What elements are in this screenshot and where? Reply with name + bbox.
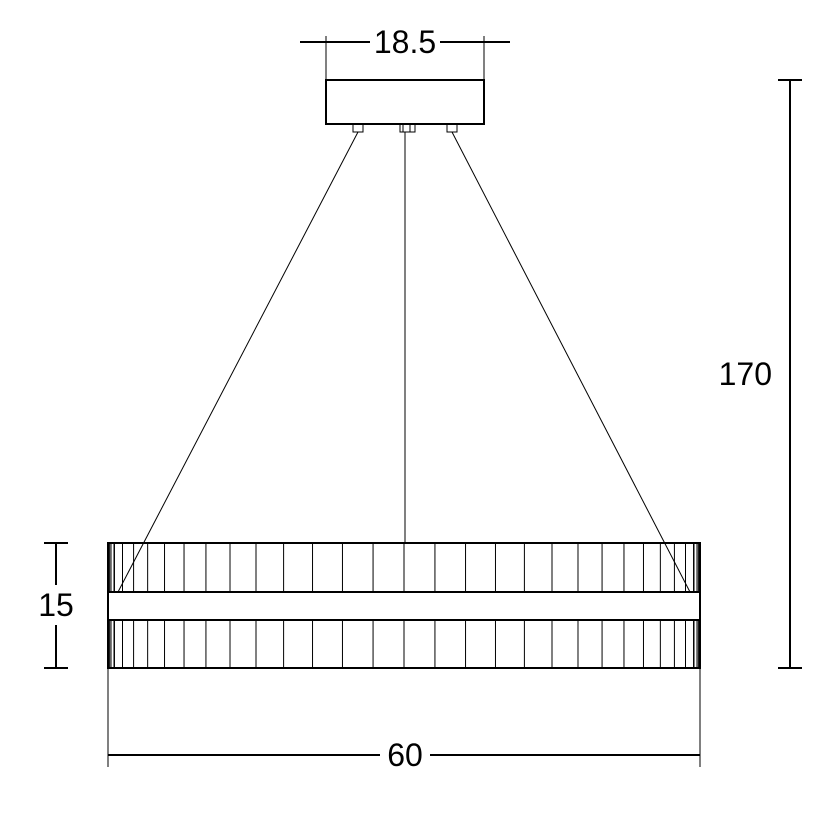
- dim-label-ring-diameter: 60: [387, 737, 423, 773]
- dim-label-canopy-width: 18.5: [374, 24, 436, 60]
- canopy-connector: [400, 124, 410, 132]
- suspension-wire-right: [452, 132, 690, 592]
- pendant-light-dimension-drawing: 18.5 170 15 60: [0, 0, 830, 818]
- suspension-wire-left: [118, 132, 358, 592]
- ring-slats: [108, 543, 700, 668]
- canopy-connector: [353, 124, 363, 132]
- canopy-connector-center: [403, 124, 415, 132]
- dim-label-ring-height: 15: [38, 587, 74, 623]
- canopy-connector: [447, 124, 457, 132]
- ceiling-canopy: [326, 80, 484, 124]
- dim-label-overall-height: 170: [719, 356, 772, 392]
- ring-center-band: [108, 592, 700, 620]
